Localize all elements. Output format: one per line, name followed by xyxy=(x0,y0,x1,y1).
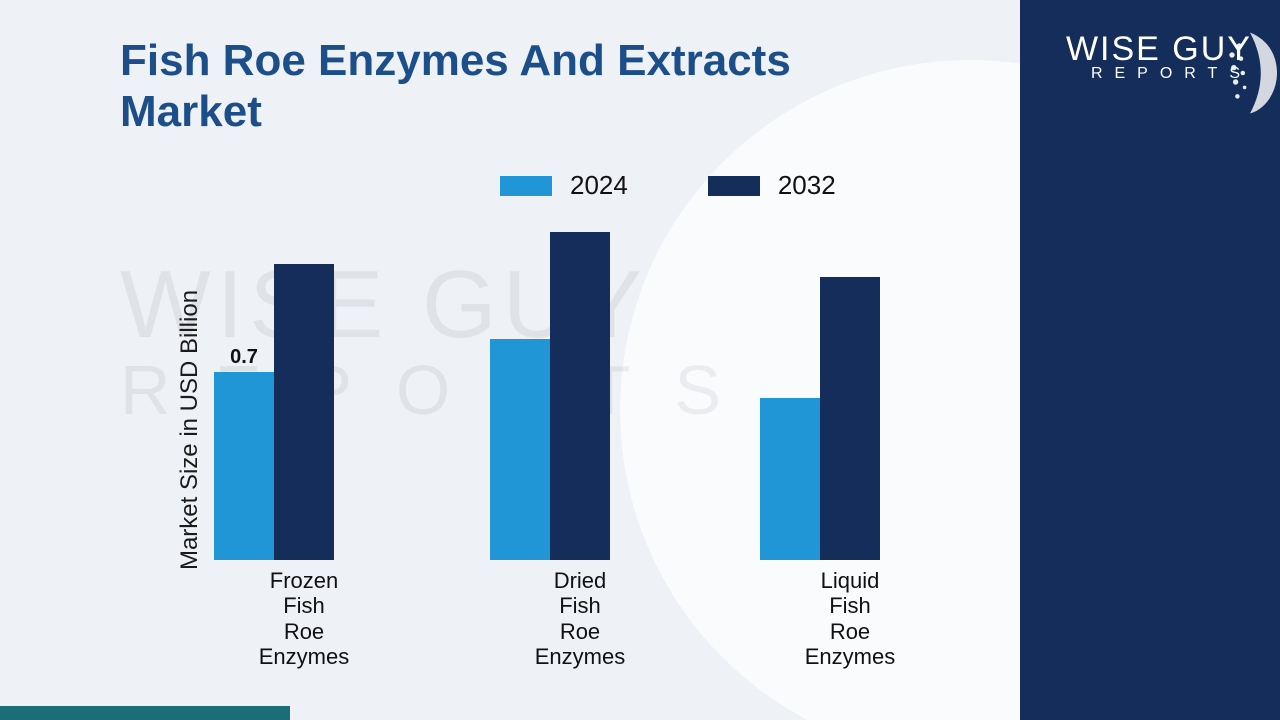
legend-swatch xyxy=(500,176,552,196)
chart-area: Market Size in USD Billion 2024 2032 0.7… xyxy=(60,170,1000,690)
legend-label: 2024 xyxy=(570,170,628,201)
category-label: Frozen Fish Roe Enzymes xyxy=(244,568,364,669)
bar-value-label: 0.7 xyxy=(230,346,258,369)
category-label: Liquid Fish Roe Enzymes xyxy=(790,568,910,669)
bottom-accent-bar xyxy=(0,706,290,720)
legend: 2024 2032 xyxy=(500,170,836,201)
bar xyxy=(760,398,820,560)
legend-item: 2024 xyxy=(500,170,628,201)
category-label: Dried Fish Roe Enzymes xyxy=(520,568,640,669)
brand-head-icon xyxy=(1196,28,1280,118)
chart-title: Fish Roe Enzymes And Extracts Market xyxy=(120,36,840,137)
bar xyxy=(274,264,334,560)
plot-area: 0.7Frozen Fish Roe EnzymesDried Fish Roe… xyxy=(150,210,990,560)
legend-swatch xyxy=(708,176,760,196)
legend-item: 2032 xyxy=(708,170,836,201)
bar: 0.7 xyxy=(214,372,274,560)
bar xyxy=(550,232,610,560)
legend-label: 2032 xyxy=(778,170,836,201)
bar xyxy=(490,339,550,560)
bar xyxy=(820,277,880,560)
chart-canvas: WISE GUY REPORTS Fish Roe Enzymes And Ex… xyxy=(0,0,1280,720)
